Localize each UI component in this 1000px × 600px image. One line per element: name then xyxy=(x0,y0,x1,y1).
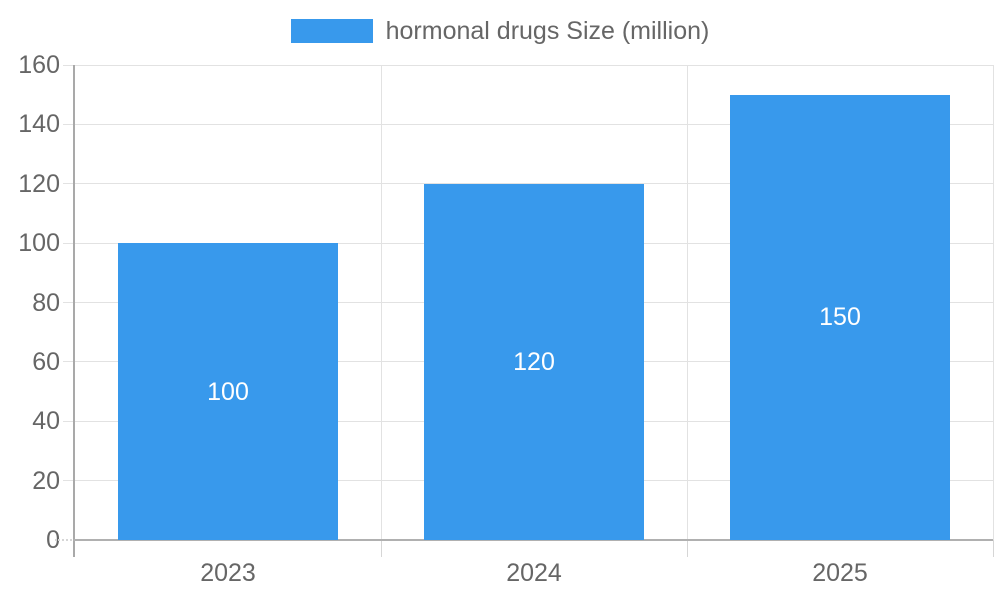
x-axis-tick xyxy=(380,540,382,557)
y-axis-line xyxy=(73,65,75,557)
y-axis-tick-label: 80 xyxy=(32,288,60,317)
x-axis-category-label: 2025 xyxy=(812,559,868,587)
x-gridline xyxy=(686,65,688,540)
x-axis-category-label: 2023 xyxy=(200,559,256,587)
bar-value-label: 100 xyxy=(207,378,249,406)
chart-legend[interactable]: hormonal drugs Size (million) xyxy=(0,18,1000,44)
zero-tick-dotted xyxy=(55,539,72,541)
y-axis-tick-label: 40 xyxy=(32,407,60,436)
legend-label: hormonal drugs Size (million) xyxy=(385,17,710,45)
y-gridline xyxy=(63,183,993,185)
y-gridline xyxy=(63,64,993,66)
bar-value-label: 120 xyxy=(513,348,555,376)
y-axis-tick-label: 20 xyxy=(32,466,60,495)
x-axis-line xyxy=(73,539,993,541)
y-axis-tick-label: 140 xyxy=(18,110,60,139)
y-axis-tick-label: 0 xyxy=(46,526,60,554)
bar-2025[interactable] xyxy=(730,95,950,540)
x-axis-category-label: 2024 xyxy=(506,559,562,587)
y-gridline xyxy=(63,123,993,125)
y-axis-tick-label: 120 xyxy=(18,169,60,198)
x-gridline xyxy=(380,65,382,540)
x-axis-tick xyxy=(686,540,688,557)
x-gridline xyxy=(992,65,994,540)
x-axis-tick xyxy=(992,540,994,557)
y-axis-tick-label: 60 xyxy=(32,347,60,376)
y-axis-tick-label: 160 xyxy=(18,51,60,79)
legend-swatch-icon xyxy=(290,19,373,43)
bar-value-label: 150 xyxy=(819,303,861,331)
bar-2023[interactable] xyxy=(118,243,338,540)
y-axis-tick-label: 100 xyxy=(18,229,60,258)
bar-2024[interactable] xyxy=(424,184,644,540)
